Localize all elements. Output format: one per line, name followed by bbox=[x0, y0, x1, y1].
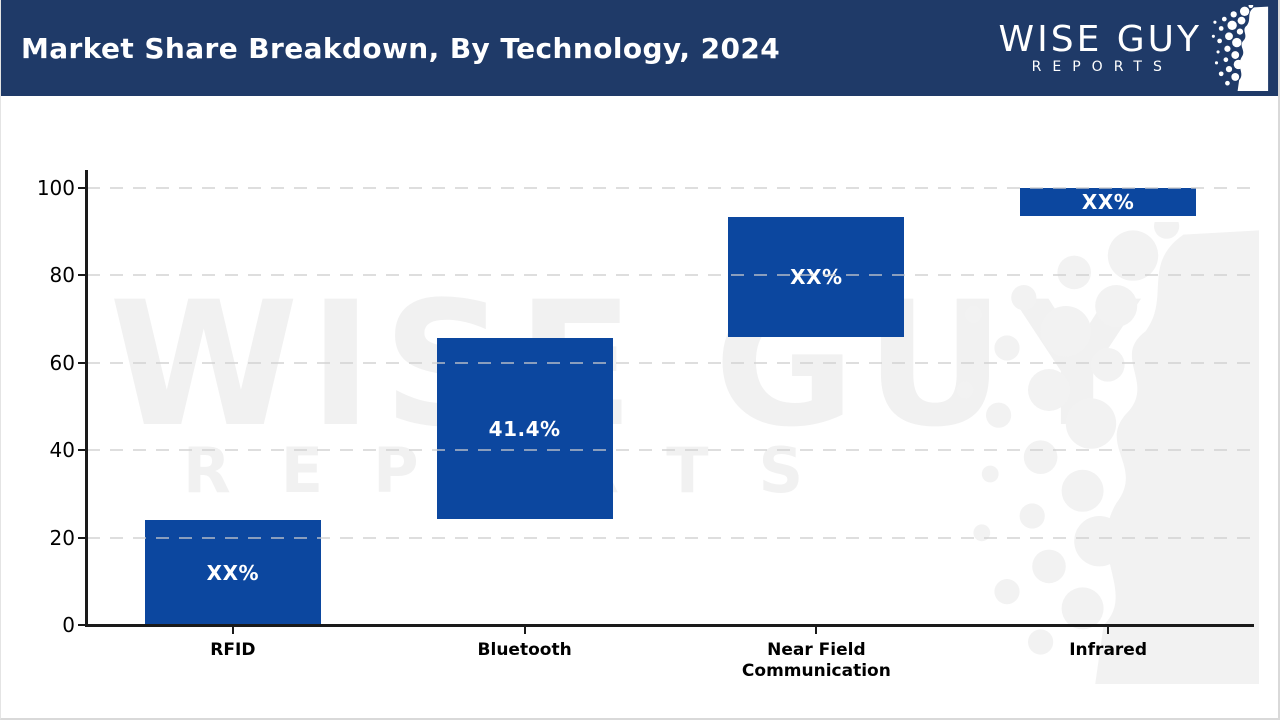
x-category-label: Infrared bbox=[1069, 640, 1147, 660]
page-title: Market Share Breakdown, By Technology, 2… bbox=[21, 31, 781, 65]
gridline-100 bbox=[87, 186, 1254, 189]
bar-value-label: XX% bbox=[206, 560, 260, 585]
y-tick bbox=[78, 361, 86, 364]
logo-wordmark: WISE GUY bbox=[998, 18, 1202, 60]
y-tick-label: 0 bbox=[62, 613, 75, 637]
y-tick bbox=[78, 624, 86, 626]
y-tick-label: 20 bbox=[49, 525, 75, 550]
y-tick-label: 40 bbox=[49, 438, 75, 462]
logo-text: WISE GUY REPORTS bbox=[998, 18, 1203, 76]
gridline-60 bbox=[87, 361, 1254, 364]
logo: WISE GUY REPORTS bbox=[999, 4, 1271, 92]
y-axis-line bbox=[85, 170, 88, 627]
gridline-80 bbox=[87, 274, 1254, 276]
y-tick-label: 60 bbox=[49, 350, 75, 375]
gridline-40 bbox=[87, 449, 1254, 451]
x-category-label: RFID bbox=[210, 640, 256, 660]
chart-area: WISE GUY REPORTS XX%RFID41.4%BluetoothXX… bbox=[1, 96, 1278, 718]
x-tick bbox=[523, 626, 526, 634]
bar-value-label: 41.4% bbox=[488, 416, 561, 441]
logo-head-icon bbox=[1211, 5, 1269, 91]
y-tick bbox=[78, 536, 86, 539]
y-tick bbox=[78, 186, 86, 189]
x-tick bbox=[815, 626, 818, 634]
x-category-label: Bluetooth bbox=[477, 640, 572, 660]
header: Market Share Breakdown, By Technology, 2… bbox=[1, 0, 1278, 96]
bar-value-label: XX% bbox=[790, 265, 843, 290]
x-category-label: Near Field Communication bbox=[741, 640, 891, 682]
x-tick bbox=[231, 626, 234, 634]
y-tick bbox=[78, 274, 86, 276]
y-tick-label: 80 bbox=[49, 263, 75, 287]
y-tick-label: 100 bbox=[36, 175, 75, 200]
watermark-text: WISE GUY bbox=[109, 264, 1150, 465]
bar-value-label: XX% bbox=[1081, 189, 1135, 214]
x-axis-line bbox=[85, 624, 1254, 627]
bar-infrared: XX% bbox=[1020, 187, 1197, 216]
bar-near-field-communication: XX% bbox=[728, 217, 905, 338]
y-tick bbox=[78, 449, 86, 451]
x-tick bbox=[1107, 626, 1110, 634]
bar-bluetooth: 41.4% bbox=[436, 338, 613, 520]
logo-subtitle: REPORTS bbox=[1031, 59, 1173, 76]
gridline-20 bbox=[87, 536, 1254, 539]
